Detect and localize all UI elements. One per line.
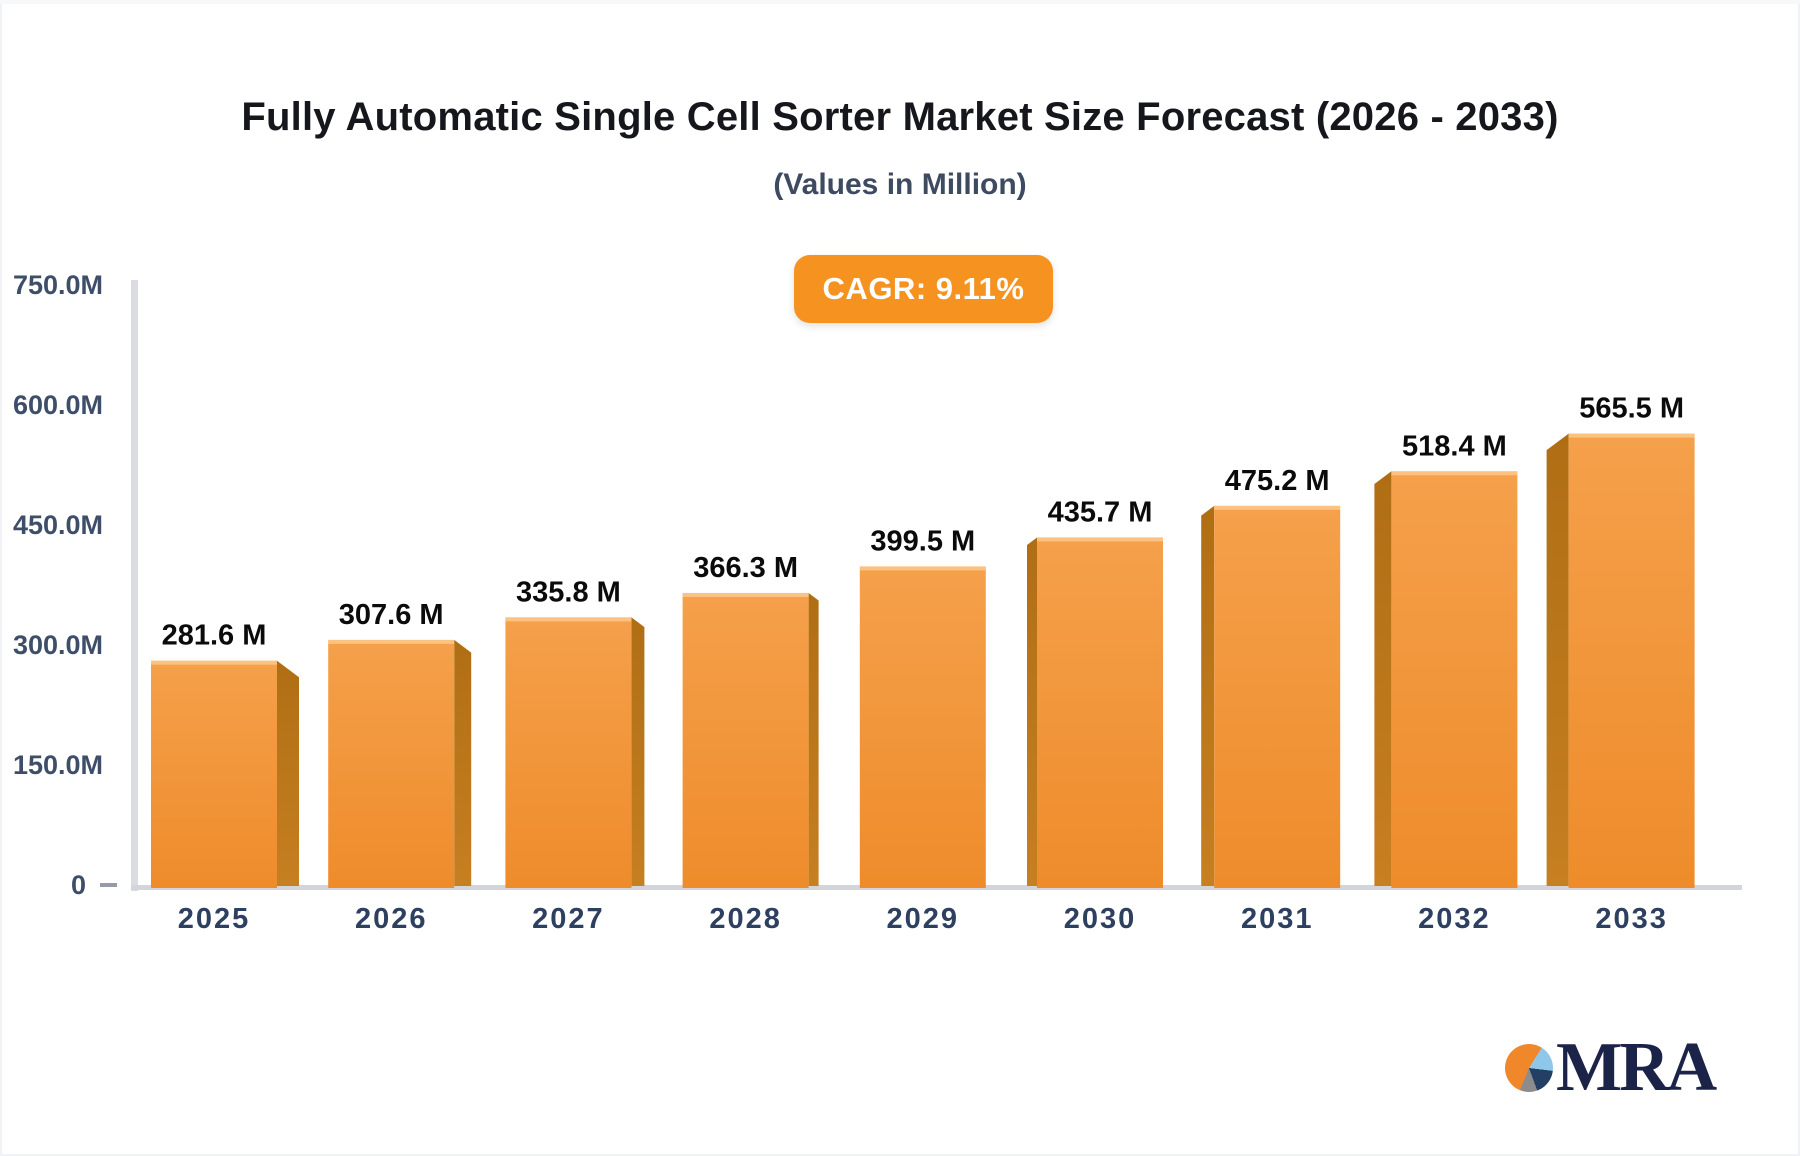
bar-2025[interactable] bbox=[151, 660, 277, 888]
y-tick-label: 0 bbox=[71, 870, 86, 900]
bar-top-highlight bbox=[1568, 433, 1695, 438]
bar-top-highlight bbox=[328, 639, 455, 644]
bar-top-highlight bbox=[1391, 471, 1518, 476]
bar-2027[interactable] bbox=[505, 617, 632, 888]
bar-side-2033 bbox=[1546, 433, 1569, 886]
chart-subtitle: (Values in Million) bbox=[773, 168, 1027, 201]
x-axis-label-2029: 2029 bbox=[887, 903, 960, 935]
x-axis-label-2032: 2032 bbox=[1418, 903, 1491, 935]
y-tick-label: 150.0M bbox=[13, 750, 103, 780]
bar-2026[interactable] bbox=[328, 639, 455, 888]
x-axis-label-2025: 2025 bbox=[178, 903, 251, 935]
pie-chart-icon bbox=[1505, 1044, 1553, 1092]
bar-2028[interactable] bbox=[682, 592, 809, 888]
x-axis-label-2033: 2033 bbox=[1595, 903, 1668, 935]
y-tick-label: 750.0M bbox=[13, 270, 103, 300]
bar-top-highlight bbox=[1214, 505, 1341, 510]
bar-value-label: 475.2 M bbox=[1225, 465, 1330, 497]
bar-value-label: 281.6 M bbox=[162, 620, 267, 652]
x-axis-label-2027: 2027 bbox=[532, 903, 605, 935]
bar-side-2031 bbox=[1201, 505, 1215, 886]
y-axis-line bbox=[131, 280, 138, 891]
bar-side-2025 bbox=[277, 660, 299, 886]
bar-2032[interactable] bbox=[1391, 471, 1518, 888]
bar-side-2026 bbox=[454, 639, 472, 886]
chart-title: Fully Automatic Single Cell Sorter Marke… bbox=[241, 95, 1559, 139]
bar-side-2030 bbox=[1027, 537, 1037, 886]
bar-top-highlight bbox=[151, 660, 277, 665]
y-tick-label: 450.0M bbox=[13, 510, 103, 540]
y-tick-label: 300.0M bbox=[13, 630, 103, 660]
x-axis-label-2026: 2026 bbox=[355, 903, 428, 935]
y-tick-label: 600.0M bbox=[13, 390, 103, 420]
x-axis-label-2028: 2028 bbox=[709, 903, 782, 935]
bar-top-highlight bbox=[505, 617, 632, 622]
bar-side-2028 bbox=[808, 592, 819, 886]
bar-value-label: 366.3 M bbox=[693, 552, 798, 584]
zero-tick-mark bbox=[100, 883, 117, 887]
bar-value-label: 335.8 M bbox=[516, 576, 621, 608]
brand-logo: MRA bbox=[1505, 1029, 1717, 1106]
x-axis-label-2030: 2030 bbox=[1064, 903, 1137, 935]
bar-2033[interactable] bbox=[1568, 433, 1695, 888]
top-border-strip bbox=[0, 0, 1800, 4]
bar-value-label: 307.6 M bbox=[339, 599, 444, 631]
bar-value-label: 518.4 M bbox=[1402, 430, 1507, 462]
x-axis-label-2031: 2031 bbox=[1241, 903, 1314, 935]
bar-side-2027 bbox=[631, 617, 645, 886]
bar-top-highlight bbox=[859, 566, 986, 571]
bar-2031[interactable] bbox=[1214, 505, 1341, 888]
bar-value-label: 399.5 M bbox=[870, 525, 975, 557]
bar-value-label: 565.5 M bbox=[1579, 393, 1684, 425]
bar-2030[interactable] bbox=[1037, 537, 1163, 888]
bar-value-label: 435.7 M bbox=[1048, 496, 1153, 528]
bar-side-2032 bbox=[1374, 471, 1392, 886]
bar-top-highlight bbox=[1037, 537, 1163, 542]
cagr-badge-label: CAGR: 9.11% bbox=[822, 271, 1025, 306]
bar-top-highlight bbox=[682, 592, 809, 597]
brand-logo-text: MRA bbox=[1556, 1029, 1717, 1106]
bar-2029[interactable] bbox=[859, 566, 986, 888]
cagr-badge: CAGR: 9.11% bbox=[794, 255, 1053, 323]
